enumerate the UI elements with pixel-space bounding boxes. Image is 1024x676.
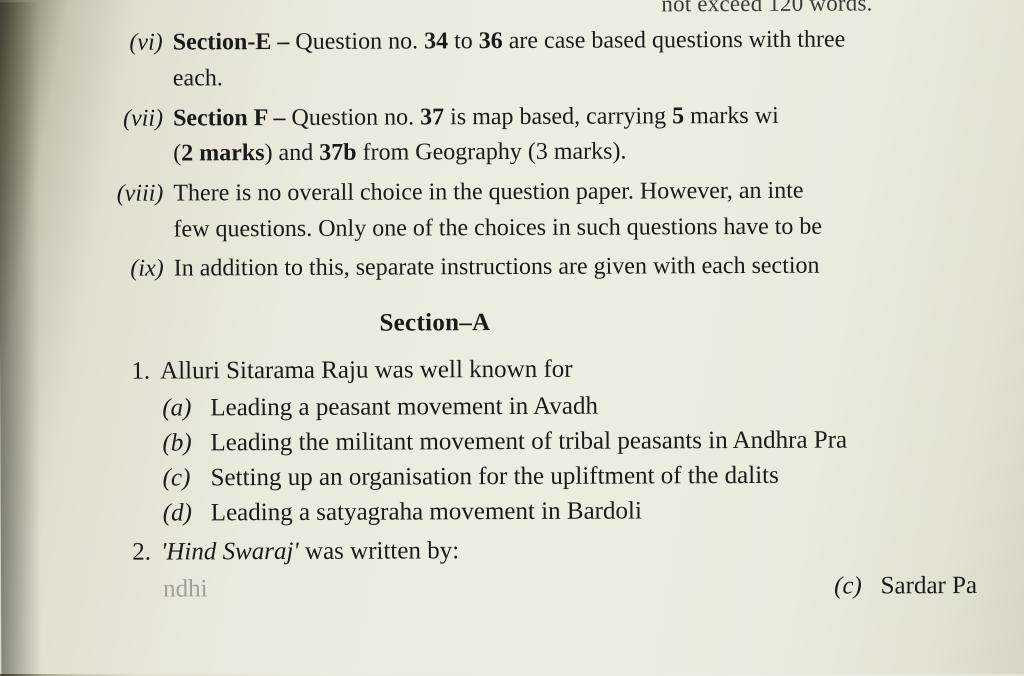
bold-section-e: Section-E – xyxy=(173,29,290,56)
instruction-vii: vii Section F – Question no. 37 is map b… xyxy=(105,99,1023,170)
question-stem: 'Hind Swaraj' was written by: xyxy=(161,532,1024,569)
option-label: (c) xyxy=(834,573,862,600)
option-label: (d) xyxy=(163,496,211,529)
instruction-ix: ix In addition to this, separate instruc… xyxy=(106,250,1024,286)
cut-fragment-left: ndhi xyxy=(107,570,834,606)
option-text: Leading the militant movement of tribal … xyxy=(210,423,1024,460)
option-text: Setting up an organisation for the uplif… xyxy=(211,458,1024,495)
bottom-cut-line: ndhi (c) Sardar Pa xyxy=(107,569,1024,606)
question-1: 1. Alluri Sitarama Raju was well known f… xyxy=(106,351,1024,388)
cut-option-c: (c) Sardar Pa xyxy=(834,569,977,603)
instruction-vi: vi Section-E – Question no. 34 to 36 are… xyxy=(105,24,1023,95)
option-text: Leading a peasant movement in Avadh xyxy=(210,388,1024,425)
option-text: Sardar Pa xyxy=(881,572,978,599)
section-a-heading: Section–A xyxy=(106,304,1024,341)
option-d: (d) Leading a satyagraha movement in Bar… xyxy=(107,493,1024,530)
option-label: (b) xyxy=(162,426,210,459)
instruction-text: Section-E – Question no. 34 to 36 are ca… xyxy=(173,24,1023,59)
question-number: 2. xyxy=(107,536,161,569)
hind-swaraj-italic: 'Hind Swaraj' xyxy=(161,538,299,566)
instruction-text: In addition to this, separate instructio… xyxy=(174,250,1024,285)
question-2: 2. 'Hind Swaraj' was written by: xyxy=(107,532,1024,569)
top-cut-text: not exceed 120 words. xyxy=(104,0,1022,22)
instruction-num: vi xyxy=(105,28,173,60)
instruction-text-line2: each. xyxy=(173,60,1023,95)
question-number: 1. xyxy=(106,355,160,388)
question-stem: Alluri Sitarama Raju was well known for xyxy=(160,351,1024,388)
instruction-text: There is no overall choice in the questi… xyxy=(173,175,1023,210)
instruction-text-line2: (2 marks) and 37b from Geography (3 mark… xyxy=(173,135,1023,170)
option-text: Leading a satyagraha movement in Bardoli xyxy=(211,493,1024,530)
instruction-num: ix xyxy=(106,254,174,286)
option-c: (c) Setting up an organisation for the u… xyxy=(107,458,1024,495)
option-label: (c) xyxy=(163,461,211,494)
bold-section-f: Section F – xyxy=(173,105,286,131)
page-content: not exceed 120 words. vi Section-E – Que… xyxy=(0,0,1024,606)
option-a: (a) Leading a peasant movement in Avadh xyxy=(106,388,1024,425)
instruction-num: viii xyxy=(105,179,173,211)
instruction-text-line2: few questions. Only one of the choices i… xyxy=(173,210,1023,245)
instruction-viii: viii There is no overall choice in the q… xyxy=(105,175,1023,246)
option-label: (a) xyxy=(162,391,210,424)
instruction-text: Section F – Question no. 37 is map based… xyxy=(173,99,1023,134)
option-b: (b) Leading the militant movement of tri… xyxy=(106,423,1024,460)
instruction-num: vii xyxy=(105,103,173,135)
